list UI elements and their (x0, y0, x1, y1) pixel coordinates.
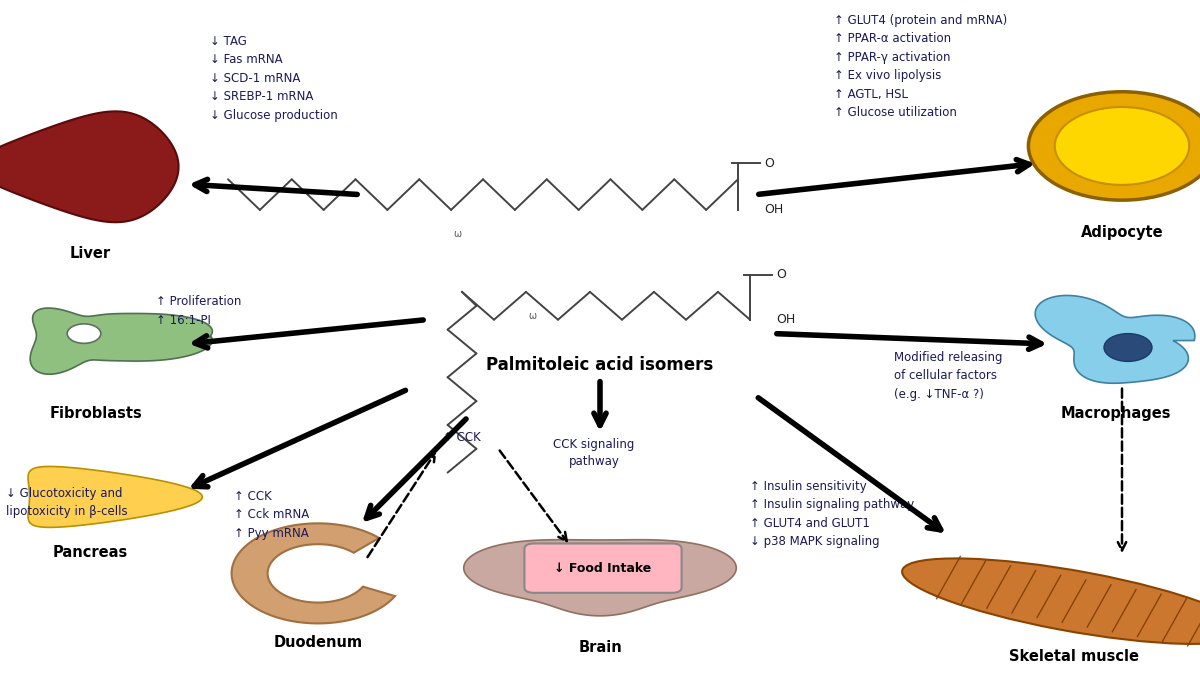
Text: ↓ Glucotoxicity and
lipotoxicity in β-cells: ↓ Glucotoxicity and lipotoxicity in β-ce… (6, 486, 127, 518)
Ellipse shape (902, 558, 1200, 644)
Text: Macrophages: Macrophages (1061, 406, 1171, 421)
Text: OH: OH (764, 204, 784, 216)
Text: ↑ CCK: ↑ CCK (443, 432, 481, 444)
Text: ↑ Proliferation
↑ 16:1-PI: ↑ Proliferation ↑ 16:1-PI (156, 295, 241, 327)
Polygon shape (463, 540, 737, 616)
Polygon shape (28, 466, 203, 528)
Text: ω: ω (528, 311, 536, 321)
Text: Brain: Brain (578, 640, 622, 655)
Circle shape (1028, 92, 1200, 200)
Text: Pancreas: Pancreas (53, 545, 127, 560)
Text: OH: OH (776, 313, 796, 326)
Polygon shape (232, 523, 395, 623)
Circle shape (1104, 334, 1152, 361)
Text: ↓ TAG
↓ Fas mRNA
↓ SCD-1 mRNA
↓ SREBP-1 mRNA
↓ Glucose production: ↓ TAG ↓ Fas mRNA ↓ SCD-1 mRNA ↓ SREBP-1 … (210, 35, 337, 122)
Text: ↑ CCK
↑ Cck mRNA
↑ Pyy mRNA: ↑ CCK ↑ Cck mRNA ↑ Pyy mRNA (234, 490, 310, 540)
Text: Fibroblasts: Fibroblasts (49, 406, 143, 421)
Text: Modified releasing
of cellular factors
(e.g. ↓TNF-α ?): Modified releasing of cellular factors (… (894, 351, 1002, 401)
Text: Duodenum: Duodenum (274, 635, 362, 651)
Text: ω: ω (454, 229, 461, 239)
Text: Skeletal muscle: Skeletal muscle (1009, 649, 1139, 664)
Text: O: O (776, 268, 786, 281)
Text: Palmitoleic acid isomers: Palmitoleic acid isomers (486, 356, 714, 374)
Text: CCK signaling
pathway: CCK signaling pathway (553, 438, 635, 468)
Text: Liver: Liver (70, 246, 110, 261)
Text: ↓ Food Intake: ↓ Food Intake (554, 562, 652, 575)
Text: ↑ GLUT4 (protein and mRNA)
↑ PPAR-α activation
↑ PPAR-γ activation
↑ Ex vivo lip: ↑ GLUT4 (protein and mRNA) ↑ PPAR-α acti… (834, 14, 1007, 120)
Polygon shape (30, 308, 212, 374)
Text: ↑ Insulin sensitivity
↑ Insulin signaling pathway
↑ GLUT4 and GLUT1
↓ p38 MAPK s: ↑ Insulin sensitivity ↑ Insulin signalin… (750, 480, 914, 548)
Text: O: O (764, 157, 774, 170)
Text: Adipocyte: Adipocyte (1081, 225, 1163, 240)
Polygon shape (1036, 295, 1195, 383)
Circle shape (1055, 107, 1189, 185)
FancyBboxPatch shape (524, 543, 682, 593)
Circle shape (67, 324, 101, 343)
Polygon shape (0, 111, 179, 222)
